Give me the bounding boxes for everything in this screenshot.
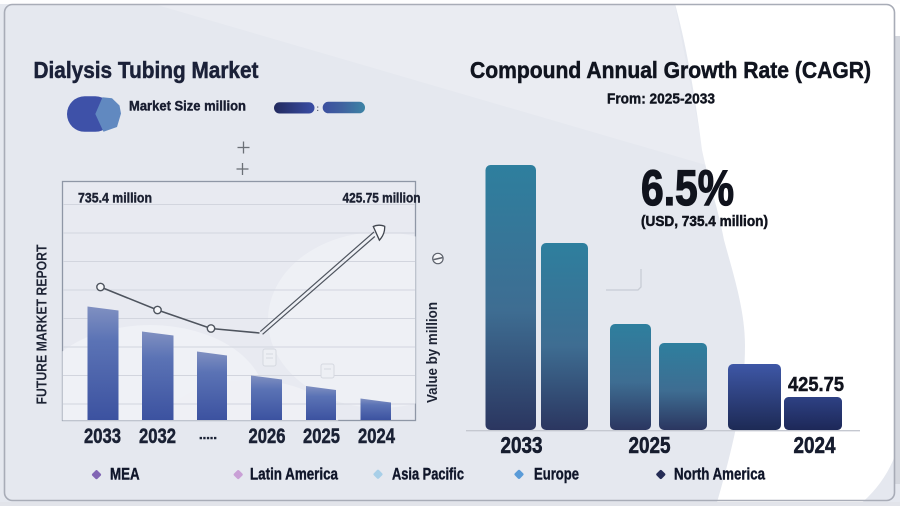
svg-text:2032: 2032: [139, 425, 176, 448]
svg-text:Compound Annual Growth Rate (C: Compound Annual Growth Rate (CAGR): [470, 57, 871, 83]
svg-text:2025: 2025: [303, 425, 340, 448]
svg-text:From: 2025-2033: From: 2025-2033: [607, 91, 715, 108]
svg-text:MEA: MEA: [110, 466, 140, 484]
svg-text:2033: 2033: [501, 432, 543, 458]
svg-text:425.75 million: 425.75 million: [343, 191, 421, 206]
svg-text:2033: 2033: [84, 425, 121, 448]
svg-text:2024: 2024: [794, 432, 836, 458]
svg-text:Dialysis Tubing Market: Dialysis Tubing Market: [34, 57, 259, 83]
svg-text:425.75: 425.75: [788, 374, 844, 396]
svg-text:735.4 million: 735.4 million: [78, 191, 152, 206]
svg-text:Market Size million: Market Size million: [129, 98, 246, 114]
svg-text:Europe: Europe: [534, 466, 579, 484]
svg-text:Value by million: Value by million: [424, 302, 441, 403]
svg-text:North America: North America: [674, 466, 766, 484]
svg-text:Asia Pacific: Asia Pacific: [392, 466, 464, 484]
svg-text:.....: .....: [199, 427, 217, 442]
svg-text:6.5%: 6.5%: [641, 160, 734, 216]
svg-text:2026: 2026: [249, 425, 286, 448]
svg-text:FUTURE MARKET REPORT: FUTURE MARKET REPORT: [34, 245, 51, 405]
svg-text:(USD, 735.4 million): (USD, 735.4 million): [641, 214, 768, 230]
svg-text:Latin America: Latin America: [250, 466, 339, 484]
svg-text:2024: 2024: [358, 425, 395, 448]
svg-text:2025: 2025: [629, 432, 671, 458]
svg-text::: :: [316, 103, 319, 113]
